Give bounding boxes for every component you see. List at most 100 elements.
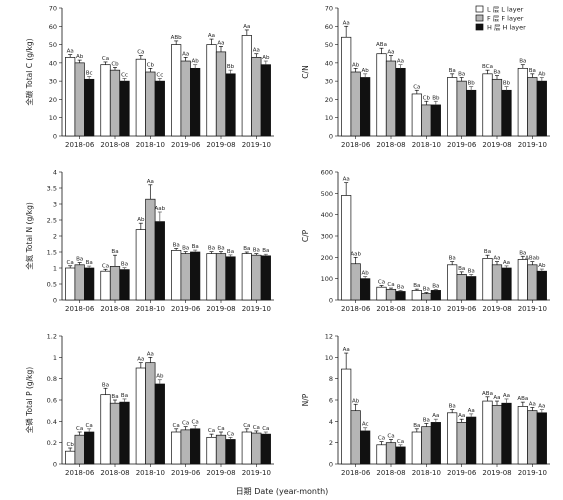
significance-label: Aa: [529, 401, 536, 407]
significance-label: Ba: [173, 242, 180, 248]
x-tick-label: 2018-10: [412, 305, 441, 313]
significance-label: Ca: [86, 423, 93, 429]
y-axis-label: 全磷 Total P (g/kg): [24, 367, 34, 434]
significance-label: Ba: [468, 268, 475, 274]
x-tick-label: 2019-08: [482, 141, 511, 149]
bar: [430, 290, 441, 301]
y-tick-label: 3.5: [47, 185, 57, 193]
chart-panel-5: 00.20.40.60.811.2全磷 Total P (g/kg)CbCaCa…: [24, 333, 274, 477]
significance-label: Ba: [86, 260, 93, 266]
significance-label: Ca: [253, 425, 260, 431]
bar: [84, 267, 95, 301]
significance-label: Aab: [155, 206, 166, 212]
y-tick-label: 0.2: [47, 439, 57, 447]
bar: [241, 431, 252, 465]
bar: [225, 256, 236, 301]
x-tick-label: 2018-06: [341, 469, 371, 477]
bar: [251, 254, 262, 301]
bar: [206, 436, 217, 465]
significance-label: Aa: [468, 408, 475, 414]
y-tick-label: 0: [329, 297, 333, 305]
x-tick-label: 2019-10: [518, 305, 547, 313]
bar: [376, 286, 387, 301]
legend-label-f: F 层 F layer: [487, 15, 524, 23]
x-tick-label: 2019-10: [242, 305, 271, 313]
significance-label: ABa: [482, 391, 493, 397]
bar: [501, 89, 512, 137]
bar: [466, 89, 477, 137]
bar: [206, 44, 217, 137]
y-tick-label: 0.8: [47, 375, 57, 383]
significance-label: Ca: [137, 50, 144, 56]
y-tick-label: 600: [321, 169, 333, 177]
legend-swatch-f: [475, 14, 484, 22]
bar: [527, 77, 538, 137]
significance-label: Ca: [182, 421, 189, 427]
legend-swatch-h: [475, 23, 484, 31]
significance-label: Ca: [76, 426, 83, 432]
bar: [536, 270, 547, 301]
significance-label: Ab: [352, 62, 360, 68]
y-tick-label: 0: [53, 297, 57, 305]
y-tick-label: 0: [53, 133, 57, 141]
significance-label: Ba: [449, 256, 456, 262]
x-tick-label: 2018-08: [100, 469, 129, 477]
significance-label: ABa: [376, 42, 387, 48]
y-tick-label: 70: [49, 5, 57, 13]
significance-label: Ca: [102, 263, 109, 269]
bar: [456, 80, 467, 137]
significance-label: Ba: [519, 250, 526, 256]
significance-label: Cc: [121, 72, 128, 78]
y-tick-label: 20: [49, 96, 57, 104]
legend-label-l: L 层 L layer: [487, 6, 524, 14]
significance-label: ABa: [517, 396, 528, 402]
bar: [109, 69, 121, 137]
bar: [260, 255, 271, 301]
y-tick-label: 30: [325, 78, 333, 86]
significance-label: Ca: [102, 56, 109, 62]
y-tick-label: 10: [325, 114, 333, 122]
significance-label: Ba: [423, 417, 430, 423]
bar: [341, 368, 352, 465]
bar: [241, 253, 252, 301]
significance-label: BCa: [482, 64, 493, 70]
bar: [74, 434, 85, 465]
significance-label: Ca: [243, 423, 250, 429]
bar: [517, 406, 528, 465]
bar: [341, 36, 352, 137]
significance-label: Ba: [449, 68, 456, 74]
significance-label: Ba: [121, 262, 128, 268]
bar: [456, 274, 467, 301]
significance-label: Ca: [217, 426, 224, 432]
legend-label-h: H 层 H layer: [487, 24, 526, 32]
x-tick-label: 2019-08: [206, 469, 235, 477]
y-tick-label: 1: [53, 265, 57, 273]
bar: [135, 58, 146, 137]
y-tick-label: 6: [329, 397, 333, 405]
x-tick-label: 2018-06: [65, 305, 95, 313]
significance-label: Ca: [173, 423, 180, 429]
bar: [385, 288, 397, 301]
significance-label: Ba: [192, 244, 199, 250]
x-axis-label: 日期 Date (year-month): [236, 487, 329, 496]
significance-label: Ab: [362, 271, 370, 277]
significance-label: Cb: [147, 62, 155, 68]
significance-label: Aa: [182, 51, 189, 57]
significance-label: Ba: [111, 394, 118, 400]
bar: [215, 51, 227, 137]
y-tick-label: 12: [325, 333, 333, 341]
y-tick-label: 30: [49, 78, 57, 86]
significance-label: Aa: [538, 404, 545, 410]
bar: [491, 264, 503, 301]
bar: [190, 251, 201, 301]
significance-label: Ab: [137, 217, 145, 223]
x-tick-label: 2019-06: [171, 469, 201, 477]
significance-label: Bb: [227, 64, 235, 70]
significance-label: Cb: [66, 442, 74, 448]
bar: [527, 264, 538, 301]
bar: [190, 67, 201, 137]
significance-label: Ba: [484, 249, 491, 255]
bar: [456, 422, 467, 465]
